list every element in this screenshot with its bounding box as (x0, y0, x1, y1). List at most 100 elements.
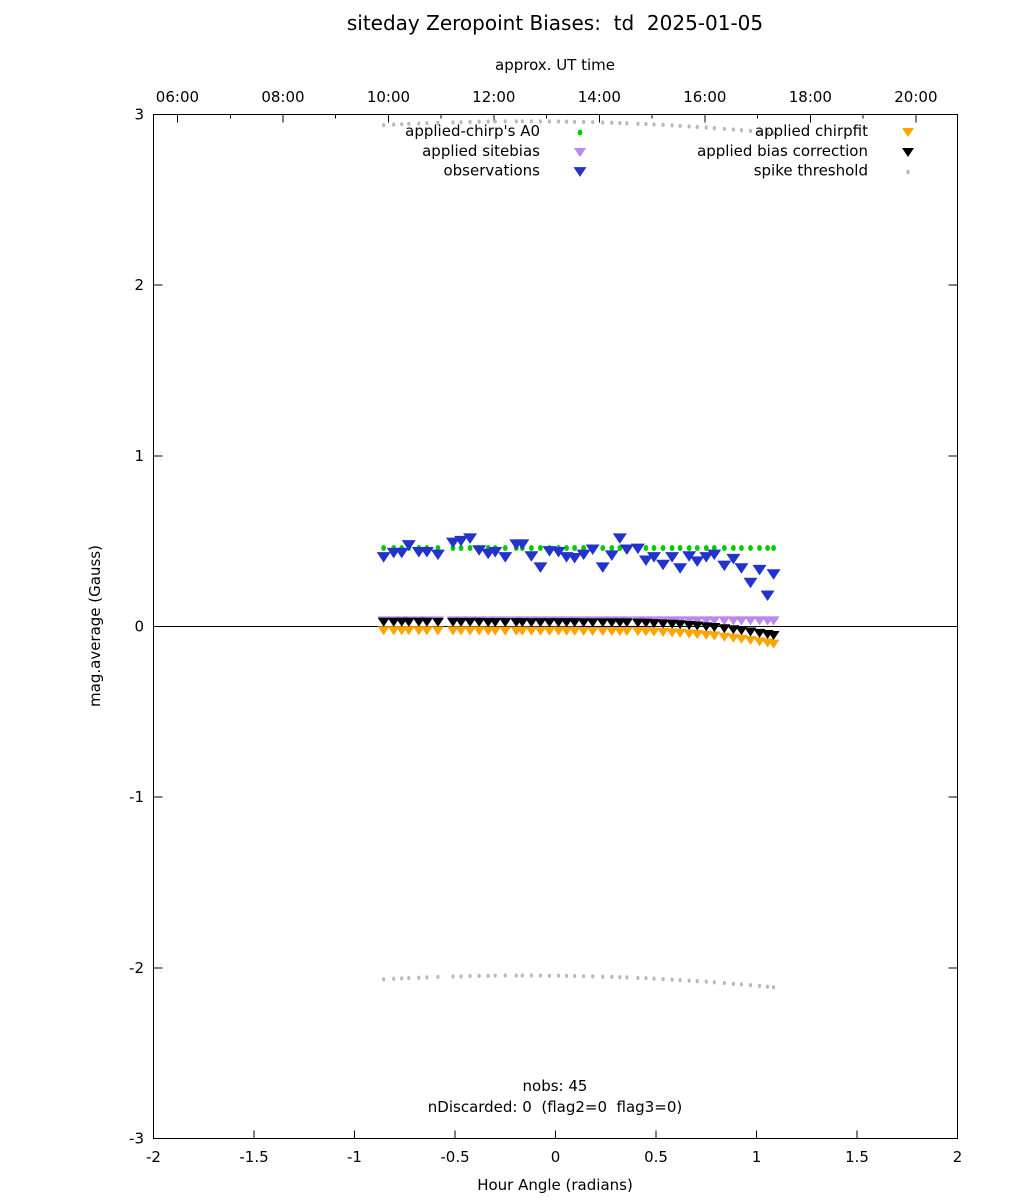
spike-threshold-upper-marker (493, 119, 497, 124)
spike-threshold-upper-marker (739, 128, 744, 133)
applied-sitebias-marker (767, 616, 780, 626)
observations-marker (472, 545, 487, 556)
observations-marker (394, 547, 409, 559)
applied-chirpfit-marker (560, 626, 573, 636)
applied-chirpfit-marker (455, 626, 468, 636)
spike-threshold-upper-marker (712, 126, 716, 131)
applied-sitebias-marker (683, 616, 696, 626)
applied-bias-correction-marker (534, 618, 547, 628)
applied-chirpfit-marker (586, 626, 599, 636)
bottom-tick-label: 2 (953, 1148, 963, 1166)
applied-bias-correction-marker (499, 618, 512, 628)
y-axis-title: mag.average (Gauss) (86, 545, 104, 707)
spike-threshold-upper-marker (644, 121, 648, 127)
top-axis-title: approx. UT time (495, 56, 615, 74)
applied-bias-correction-marker (767, 631, 780, 641)
legend: applied-chirp's A0 applied sitebias observ… (405, 122, 914, 180)
applied-chirpfit-marker (700, 630, 713, 640)
spike-threshold-lower-marker (520, 973, 524, 978)
spike-threshold-upper-marker (678, 123, 682, 129)
top-tick-label: 16:00 (683, 88, 726, 106)
left-tick-label: -2 (129, 959, 144, 977)
bottom-tick-label: -0.5 (440, 1148, 469, 1166)
applied-bias-correction-marker (543, 618, 556, 628)
applied-chirp-s-a0-marker (564, 544, 569, 551)
applied-bias-correction-marker (420, 617, 433, 627)
applied-bias-correction-marker (560, 618, 573, 628)
applied-chirp-s-a0-marker (686, 544, 692, 551)
applied-chirpfit-marker (631, 627, 644, 637)
applied-bias-correction-marker (464, 617, 477, 627)
observations-marker (585, 544, 600, 555)
applied-chirp-s-a0-marker (609, 544, 615, 551)
observations-marker (612, 533, 627, 544)
spike-threshold-lower-marker (739, 982, 744, 987)
spike-threshold-upper-marker (520, 119, 524, 124)
applied-chirpfit-marker (596, 626, 609, 636)
observations-marker (690, 556, 705, 567)
spike-threshold-upper-marker (477, 119, 481, 124)
applied-bias-correction-marker (708, 623, 721, 633)
spike-threshold-upper-marker (529, 119, 533, 124)
bottom-tick-label: 1 (752, 1148, 762, 1166)
legend-label-observations: observations (443, 162, 540, 180)
legend-marker-spike-threshold (906, 169, 910, 175)
applied-bias-correction-marker (605, 618, 618, 628)
applied-bias-correction-marker (647, 619, 660, 629)
spike-threshold-lower-marker (757, 983, 762, 989)
top-tick-label: 06:00 (156, 88, 199, 106)
applied-chirpfit-marker (552, 626, 565, 636)
observations-marker (376, 552, 391, 563)
spike-threshold-upper-marker (468, 119, 472, 124)
observations-marker (576, 549, 591, 561)
applied-chirpfit-marker (691, 630, 704, 640)
spike-threshold-lower-marker (712, 980, 716, 985)
spike-threshold-upper-marker (757, 129, 762, 134)
spike-threshold-upper-marker (618, 120, 622, 126)
spike-threshold-lower-marker (529, 973, 533, 978)
applied-chirp-s-a0-marker (771, 544, 776, 551)
spike-threshold-upper-marker (547, 119, 552, 124)
applied-chirp-s-a0-marker (572, 544, 577, 551)
spike-threshold-lower-marker (547, 973, 552, 978)
spike-threshold-upper-marker (503, 119, 507, 124)
spike-threshold-lower-marker (704, 979, 708, 984)
spike-threshold-upper-marker (610, 120, 614, 125)
observations-marker (515, 539, 530, 550)
observations-marker (766, 569, 781, 580)
observations-marker (665, 552, 680, 563)
bottom-tick-label: -1 (347, 1148, 362, 1166)
series-spike-threshold-lower (382, 973, 776, 990)
applied-chirp-s-a0-marker (730, 544, 736, 551)
spike-threshold-lower-marker (601, 974, 605, 979)
axes (153, 114, 958, 1139)
spike-threshold-lower-marker (400, 976, 404, 981)
applied-bias-correction-marker (691, 621, 704, 631)
applied-chirp-s-a0-marker (617, 544, 623, 551)
bottom-tick-label: -2 (146, 1148, 161, 1166)
observations-marker (533, 562, 548, 573)
applied-chirp-s-a0-marker (711, 544, 717, 551)
observations-marker (743, 577, 758, 589)
spike-threshold-upper-marker (765, 130, 770, 135)
applied-bias-correction-marker (568, 618, 581, 628)
applied-bias-correction-marker (700, 622, 713, 632)
applied-bias-correction-marker (525, 618, 538, 628)
annotation-ndiscarded: nDiscarded: 0 (flag2=0 flag3=0) (427, 1098, 683, 1116)
series-applied-chirpfit (377, 626, 780, 649)
top-tick-label: 08:00 (261, 88, 304, 106)
spike-threshold-lower-marker (582, 974, 586, 979)
spike-threshold-upper-marker (407, 121, 411, 126)
applied-bias-correction-marker (577, 618, 590, 628)
spike-threshold-upper-marker (695, 124, 699, 130)
legend-label-applied-chirp-s-a0: applied-chirp's A0 (405, 122, 540, 140)
applied-chirpfit-marker (647, 627, 660, 637)
spike-threshold-upper-marker (582, 119, 586, 125)
spike-threshold-lower-marker (514, 973, 518, 978)
applied-chirpfit-marker (489, 626, 502, 636)
spike-threshold-upper-marker (382, 122, 386, 128)
legend-label-spike-threshold: spike threshold (754, 162, 868, 180)
applied-chirp-s-a0-marker (600, 544, 606, 551)
applied-chirpfit-marker (605, 626, 618, 636)
applied-chirpfit-marker (473, 626, 486, 636)
